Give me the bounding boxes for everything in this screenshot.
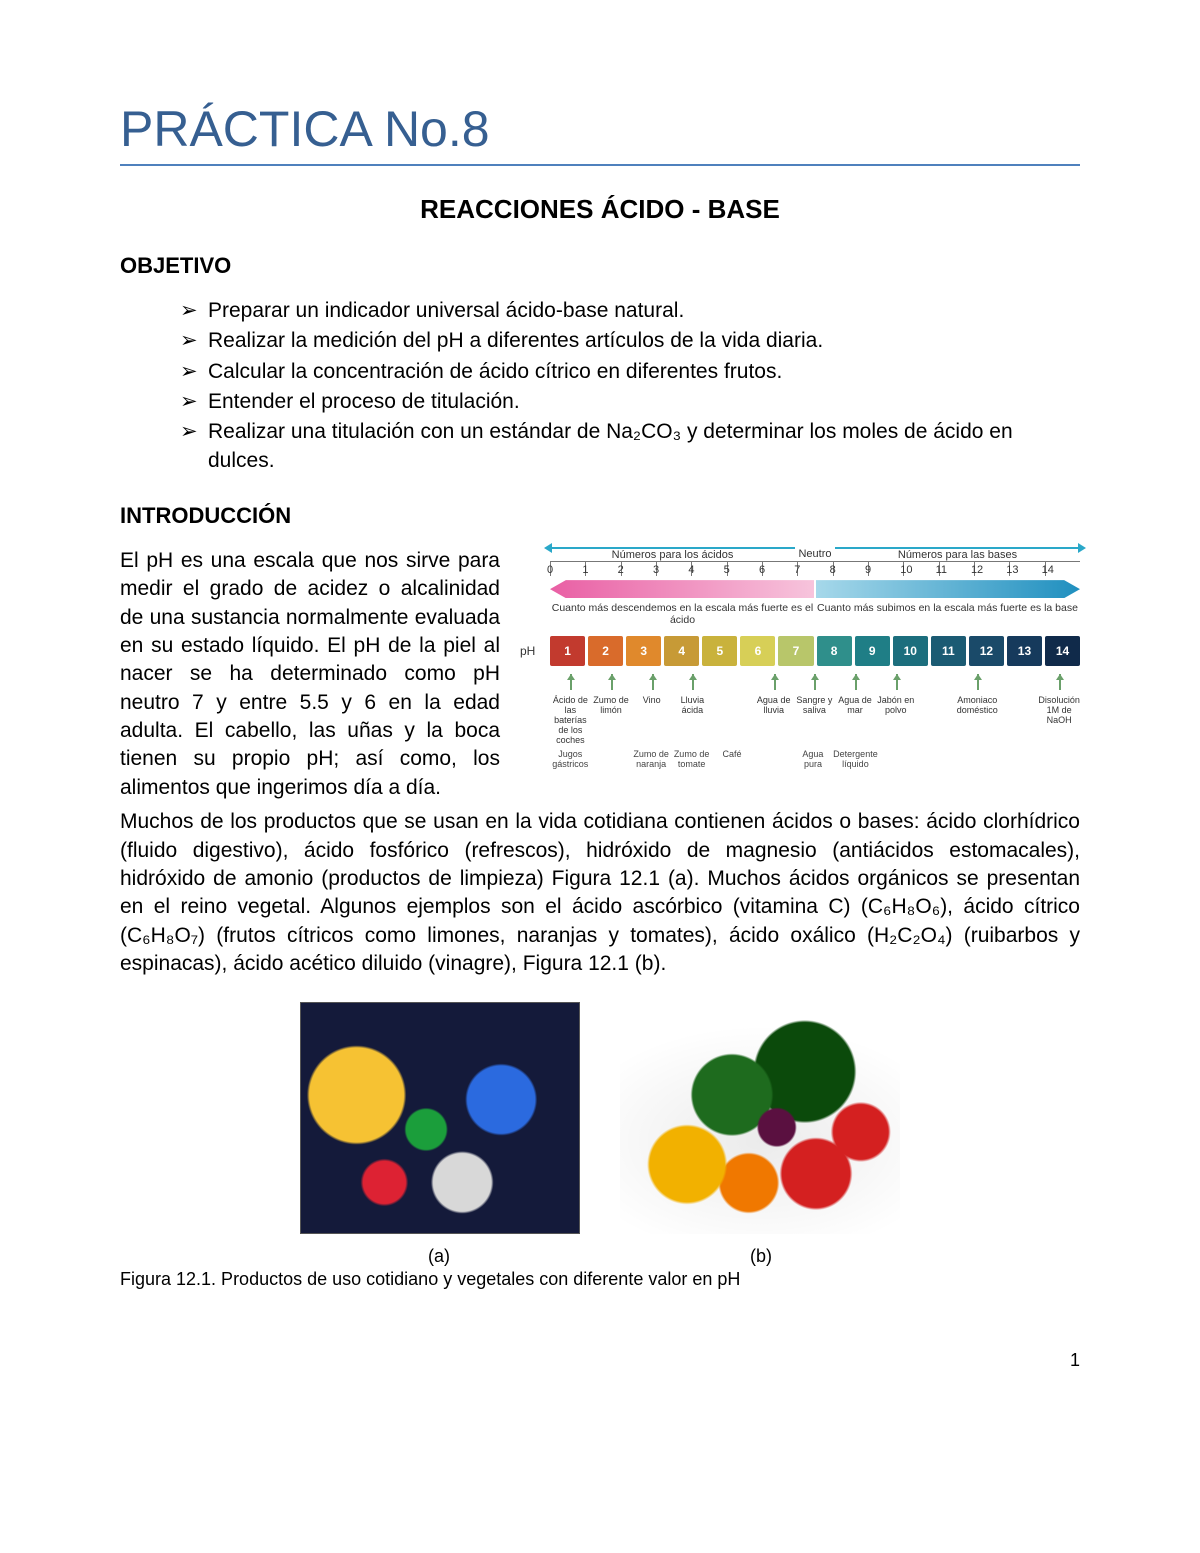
objective-item: Realizar una titulación con un estándar … — [180, 418, 1080, 475]
figure-row — [120, 1002, 1080, 1234]
objective-item: Entender el proceso de titulación. — [180, 388, 1080, 416]
subtitle: REACCIONES ÁCIDO - BASE — [120, 194, 1080, 225]
section-objetivo: OBJETIVO — [120, 253, 1080, 279]
intro-full-text: Muchos de los productos que se usan en l… — [120, 808, 1080, 978]
base-arrow — [816, 580, 1080, 598]
figure-a-image — [300, 1002, 580, 1234]
ph-examples-bottom: Jugos gástricosZumo de naranjaZumo de to… — [550, 746, 1080, 770]
objectives-list: Preparar un indicador universal ácido-ba… — [120, 297, 1080, 475]
ph-examples-top: Ácido de las baterías de los cochesZumo … — [550, 674, 1080, 745]
ph-top-base: Números para las bases — [898, 549, 1017, 561]
ph-axis-label: pH — [520, 644, 550, 658]
figure-caption: Figura 12.1. Productos de uso cotidiano … — [120, 1269, 1080, 1290]
title-rule — [120, 164, 1080, 166]
objective-item: Preparar un indicador universal ácido-ba… — [180, 297, 1080, 325]
ph-top-acid: Números para los ácidos — [612, 549, 734, 561]
objective-item: Realizar la medición del pH a diferentes… — [180, 327, 1080, 355]
page-title: PRÁCTICA No.8 — [120, 100, 1080, 158]
ph-scale-figure: Números para los ácidos Neutro Números p… — [520, 547, 1080, 802]
ph-ticks: 01234567891011121314 — [550, 561, 1080, 576]
ph-color-boxes: 1234567891011121314 — [550, 636, 1080, 666]
section-introduccion: INTRODUCCIÓN — [120, 503, 1080, 529]
ph-mid-right: Cuanto más subimos en la escala más fuer… — [815, 602, 1080, 626]
acid-arrow — [550, 580, 814, 598]
intro-side-text: El pH es una escala que nos sirve para m… — [120, 547, 500, 802]
figure-a-label: (a) — [428, 1246, 450, 1267]
ph-mid-left: Cuanto más descendemos en la escala más … — [550, 602, 815, 626]
figure-b-label: (b) — [750, 1246, 772, 1267]
ph-top-neutral: Neutro — [795, 548, 835, 560]
objective-item: Calcular la concentración de ácido cítri… — [180, 358, 1080, 386]
figure-b-image — [620, 1002, 900, 1234]
page-number: 1 — [120, 1350, 1080, 1371]
